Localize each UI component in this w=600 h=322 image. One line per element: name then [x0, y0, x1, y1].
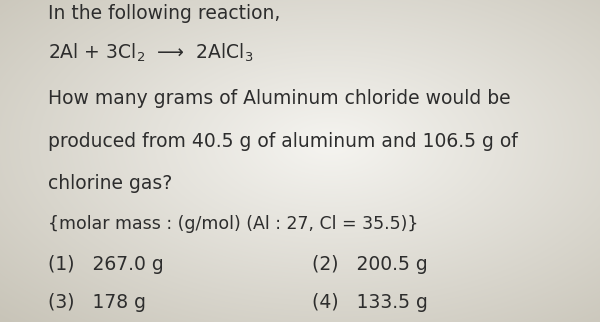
Text: (2)   200.5 g: (2) 200.5 g — [312, 255, 428, 274]
Text: (1)   267.0 g: (1) 267.0 g — [48, 255, 164, 274]
Text: produced from 40.5 g of aluminum and 106.5 g of: produced from 40.5 g of aluminum and 106… — [48, 132, 518, 151]
Text: chlorine gas?: chlorine gas? — [48, 174, 172, 193]
Text: (4)   133.5 g: (4) 133.5 g — [312, 293, 428, 312]
Text: 2Al + 3Cl$_2$  ⟶  2AlCl$_3$: 2Al + 3Cl$_2$ ⟶ 2AlCl$_3$ — [48, 42, 253, 64]
Text: {molar mass : (g/mol) (Al : 27, Cl = 35.5)}: {molar mass : (g/mol) (Al : 27, Cl = 35.… — [48, 215, 418, 233]
Text: (3)   178 g: (3) 178 g — [48, 293, 146, 312]
Text: How many grams of Aluminum chloride would be: How many grams of Aluminum chloride woul… — [48, 89, 511, 108]
Text: In the following reaction,: In the following reaction, — [48, 4, 280, 23]
